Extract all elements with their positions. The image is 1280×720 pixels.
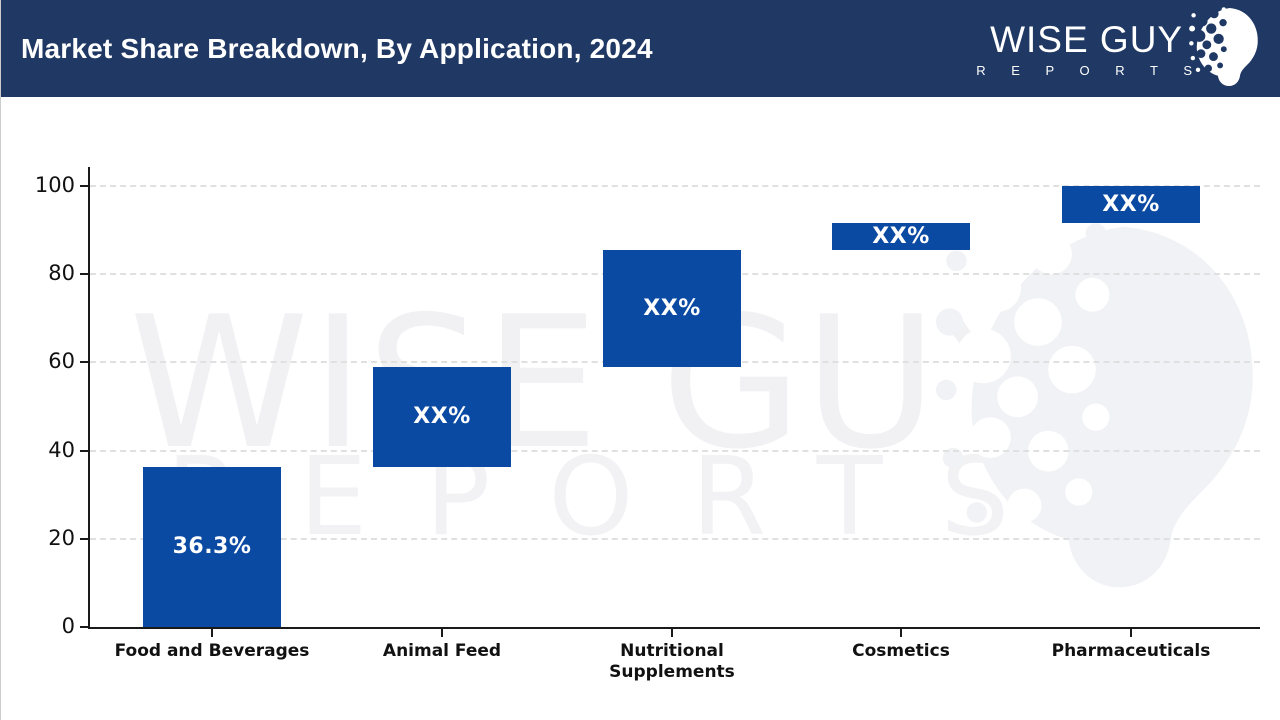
y-axis-line: [88, 167, 90, 629]
y-tick-label-80: 80: [48, 261, 75, 286]
y-tick-label-40: 40: [48, 437, 75, 462]
y-tick-60: [80, 361, 88, 364]
x-tick-3: [900, 629, 902, 637]
logo-reports-text: R E P O R T S: [976, 62, 1203, 78]
x-tick-0: [211, 629, 213, 637]
bar-label: 36.3%: [172, 534, 252, 560]
y-tick-label-100: 100: [34, 173, 75, 197]
logo-wiseguy-text: WISE GUY: [990, 18, 1184, 60]
header: Market Share Breakdown, By Application, …: [1, 0, 1280, 97]
bar-label: XX%: [872, 223, 930, 249]
y-tick-80: [80, 273, 88, 276]
y-tick-label-20: 20: [48, 525, 75, 550]
x-axis-label-2: Nutritional Supplements: [609, 641, 735, 682]
gridline-40: [90, 449, 1260, 452]
x-tick-4: [1130, 629, 1132, 637]
x-tick-1: [441, 629, 443, 637]
logo-head-icon: [1189, 6, 1258, 86]
x-axis-label-1: Animal Feed: [382, 641, 502, 661]
y-tick-label-0: 0: [61, 614, 75, 638]
x-axis-label-3: Cosmetics: [852, 641, 950, 661]
x-axis-line: [88, 627, 1260, 629]
y-tick-label-60: 60: [48, 349, 75, 374]
y-tick-100: [80, 185, 88, 187]
bar-food-and-beverages: 36.3%: [143, 466, 281, 627]
page-title: Market Share Breakdown, By Application, …: [21, 32, 653, 64]
y-tick-0: [80, 626, 88, 628]
bar-nutritional-supplements: XX%: [603, 249, 741, 367]
watermark-head-icon: [936, 223, 1253, 588]
bar-label: XX%: [413, 404, 471, 430]
x-tick-2: [671, 629, 673, 637]
bar-cosmetics: XX%: [832, 223, 970, 250]
bar-label: XX%: [643, 295, 701, 321]
logo-text: WISE GUY R E P O R T S: [970, 21, 1203, 77]
bar-pharmaceuticals: XX%: [1062, 186, 1200, 224]
y-tick-40: [80, 449, 88, 452]
bar-animal-feed: XX%: [373, 366, 511, 467]
watermark-reports: REPORTS: [166, 435, 1068, 560]
logo: WISE GUY R E P O R T S: [970, 6, 1263, 89]
chart-area: WISE GUY REPORTS 0 20 40 60 80 100 36.3% XX% XX%…: [1, 97, 1280, 720]
bar-label: XX%: [1102, 192, 1160, 218]
watermark-wiseguy: WISE GUY: [129, 277, 1053, 489]
gridline-20: [90, 537, 1260, 540]
y-tick-20: [80, 537, 88, 540]
gridline-100: [90, 185, 1260, 187]
x-axis-label-4: Pharmaceuticals: [1051, 641, 1211, 661]
x-axis-label-0: Food and Beverages: [114, 641, 310, 661]
